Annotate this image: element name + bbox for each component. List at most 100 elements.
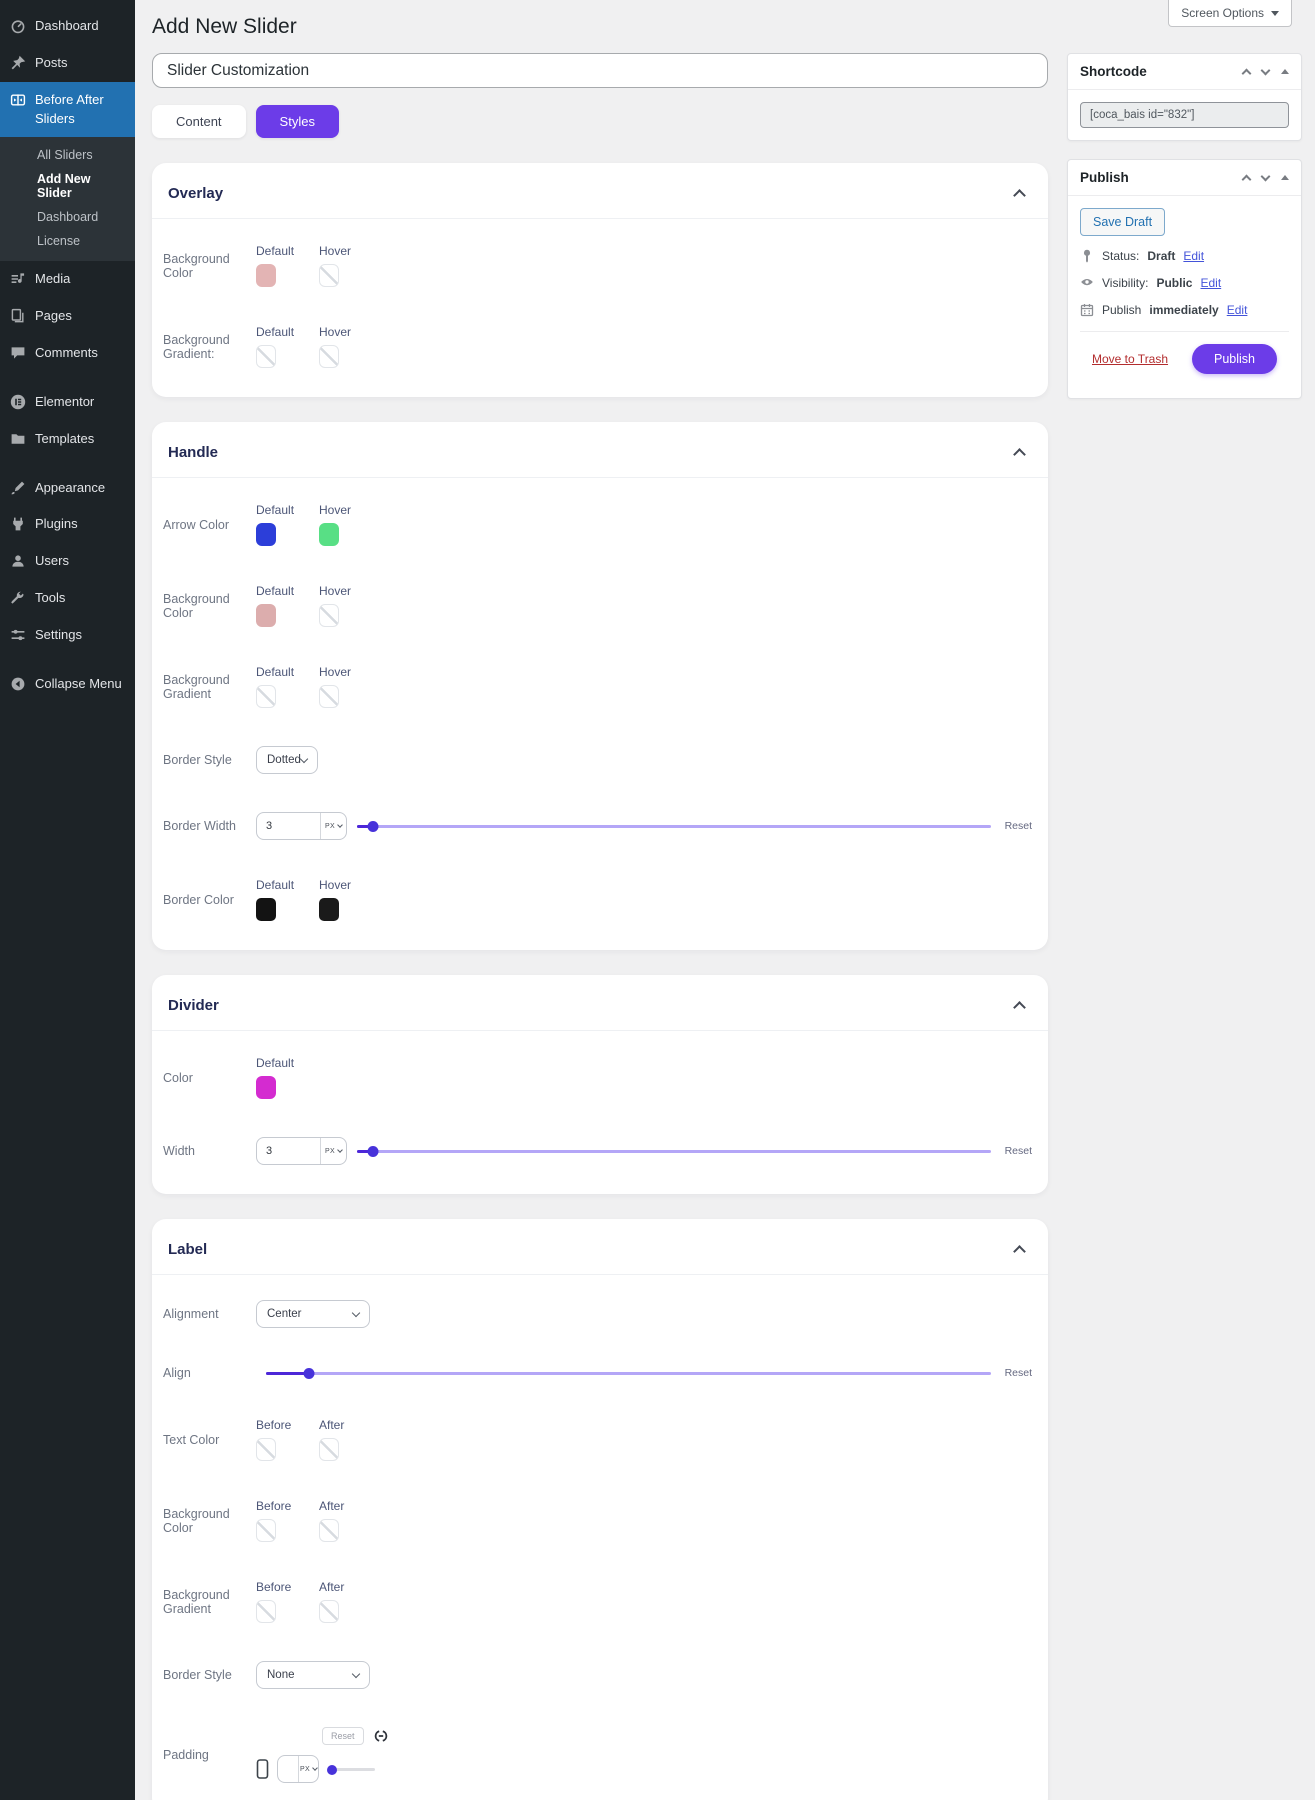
default-color-swatch[interactable] — [256, 264, 276, 287]
sidebar-label: Posts — [35, 54, 68, 70]
default-color-swatch[interactable] — [256, 898, 276, 921]
edit-visibility-link[interactable]: Edit — [1200, 276, 1222, 290]
move-panel-up-icon[interactable] — [1241, 174, 1252, 184]
tab-styles[interactable]: Styles — [255, 105, 339, 138]
sidebar-item-settings[interactable]: Settings — [0, 617, 135, 654]
border-width-row: Border Width 3 PX — [163, 793, 1032, 859]
sidebar-item-posts[interactable]: Posts — [0, 45, 135, 82]
status-value: Draft — [1147, 249, 1176, 263]
move-panel-up-icon[interactable] — [1241, 68, 1252, 78]
sidebar-item-comments[interactable]: Comments — [0, 335, 135, 372]
sidebar-label: Collapse Menu — [35, 675, 122, 691]
divider-color-row: Color Default — [163, 1037, 1032, 1118]
move-panel-down-icon[interactable] — [1260, 65, 1271, 75]
unit-select[interactable]: PX — [320, 813, 346, 839]
edit-publish-date-link[interactable]: Edit — [1226, 303, 1248, 317]
sidebar-item-templates[interactable]: Templates — [0, 421, 135, 458]
slider-title-input[interactable] — [152, 53, 1048, 88]
label-border-style-row: Border Style None — [163, 1642, 1032, 1708]
link-values-icon[interactable] — [374, 1729, 388, 1743]
appearance-brush-icon — [11, 481, 25, 494]
after-color-swatch[interactable] — [319, 1438, 339, 1461]
before-gradient-swatch[interactable] — [256, 1600, 276, 1623]
sidebar-item-users[interactable]: Users — [0, 543, 135, 580]
sidebar-item-tools[interactable]: Tools — [0, 580, 135, 617]
label-border-style-select[interactable]: None — [256, 1661, 370, 1689]
before-color-swatch[interactable] — [256, 1438, 276, 1461]
toggle-panel-icon[interactable] — [1281, 171, 1289, 180]
hover-color-swatch[interactable] — [319, 523, 339, 546]
padding-reset-button[interactable]: Reset — [322, 1727, 364, 1745]
after-gradient-swatch[interactable] — [319, 1600, 339, 1623]
before-color-swatch[interactable] — [256, 1519, 276, 1542]
border-style-select[interactable]: Dotted — [256, 746, 318, 774]
toggle-panel-icon[interactable] — [1281, 65, 1289, 74]
unit-select[interactable]: PX — [298, 1756, 318, 1782]
tab-content[interactable]: Content — [152, 105, 246, 138]
section-title: Label — [168, 1241, 208, 1258]
move-to-trash-link[interactable]: Move to Trash — [1092, 352, 1169, 366]
chevron-down-icon — [337, 822, 343, 828]
default-gradient-swatch[interactable] — [256, 345, 276, 368]
sidebar-item-pages[interactable]: Pages — [0, 298, 135, 335]
sidebar-item-plugins[interactable]: Plugins — [0, 506, 135, 543]
border-width-input[interactable]: 3 PX — [256, 812, 347, 840]
submenu-all-sliders[interactable]: All Sliders — [37, 148, 93, 163]
users-icon — [12, 555, 24, 567]
sidebar-item-elementor[interactable]: Elementor — [0, 384, 135, 421]
default-color-swatch[interactable] — [256, 523, 276, 546]
hover-gradient-swatch[interactable] — [319, 685, 339, 708]
tools-wrench-icon — [11, 591, 24, 604]
overlay-background-color-row: Background Color Default Hover — [163, 225, 1032, 306]
padding-slider[interactable] — [327, 1763, 375, 1775]
padding-row: Padding Reset PX — [163, 1708, 1032, 1800]
hover-color-swatch[interactable] — [319, 264, 339, 287]
default-color-swatch[interactable] — [256, 604, 276, 627]
submenu-add-new-slider[interactable]: Add New Slider — [37, 172, 91, 201]
collapse-section-icon[interactable] — [1013, 189, 1026, 202]
sidebar-item-before-after-sliders[interactable]: Before After Sliders — [0, 81, 135, 138]
slider-thumb[interactable] — [327, 1764, 337, 1775]
divider-width-slider[interactable] — [357, 1144, 991, 1158]
hover-gradient-swatch[interactable] — [319, 345, 339, 368]
publish-button[interactable]: Publish — [1192, 344, 1277, 374]
chevron-down-icon — [1271, 10, 1279, 20]
default-gradient-swatch[interactable] — [256, 685, 276, 708]
collapse-section-icon[interactable] — [1013, 1245, 1026, 1258]
edit-status-link[interactable]: Edit — [1183, 249, 1205, 263]
collapse-section-icon[interactable] — [1013, 448, 1026, 461]
divider-width-input[interactable]: 3 PX — [256, 1137, 347, 1165]
move-panel-down-icon[interactable] — [1260, 171, 1271, 181]
status-row: Status: Draft Edit — [1080, 249, 1289, 263]
align-slider[interactable] — [266, 1366, 991, 1380]
divider-width-row: Width 3 PX Res — [163, 1118, 1032, 1184]
submenu-dashboard[interactable]: Dashboard — [37, 210, 99, 225]
slider-thumb[interactable] — [367, 820, 379, 832]
shortcode-value-input[interactable]: [coca_bais id="832"] — [1080, 102, 1289, 128]
overlay-section: Overlay Background Color Default Hover — [152, 163, 1048, 397]
visibility-row: Visibility: Public Edit — [1080, 276, 1289, 290]
hover-color-swatch[interactable] — [319, 604, 339, 627]
unit-select[interactable]: PX — [320, 1138, 346, 1164]
sidebar-item-dashboard[interactable]: Dashboard — [0, 8, 135, 45]
slider-thumb[interactable] — [303, 1367, 315, 1379]
collapse-section-icon[interactable] — [1013, 1001, 1026, 1014]
publish-date-value: immediately — [1149, 303, 1219, 317]
sidebar-collapse-menu[interactable]: Collapse Menu — [0, 666, 135, 703]
padding-input[interactable]: PX — [277, 1755, 319, 1783]
screen-options-button[interactable]: Screen Options — [1168, 0, 1292, 27]
sidebar-item-media[interactable]: Media — [0, 261, 135, 298]
default-color-swatch[interactable] — [256, 1076, 276, 1099]
hover-color-swatch[interactable] — [319, 898, 339, 921]
alignment-select[interactable]: Center — [256, 1300, 370, 1328]
submenu-license[interactable]: License — [37, 234, 81, 249]
sidebar-item-appearance[interactable]: Appearance — [0, 470, 135, 507]
reset-link[interactable]: Reset — [1004, 820, 1032, 832]
reset-link[interactable]: Reset — [1004, 1367, 1032, 1379]
save-draft-button[interactable]: Save Draft — [1080, 208, 1166, 236]
reset-link[interactable]: Reset — [1004, 1145, 1032, 1157]
after-color-swatch[interactable] — [319, 1519, 339, 1542]
slider-thumb[interactable] — [367, 1145, 379, 1157]
border-width-slider[interactable] — [357, 819, 991, 833]
sidebar-separator — [0, 654, 135, 666]
